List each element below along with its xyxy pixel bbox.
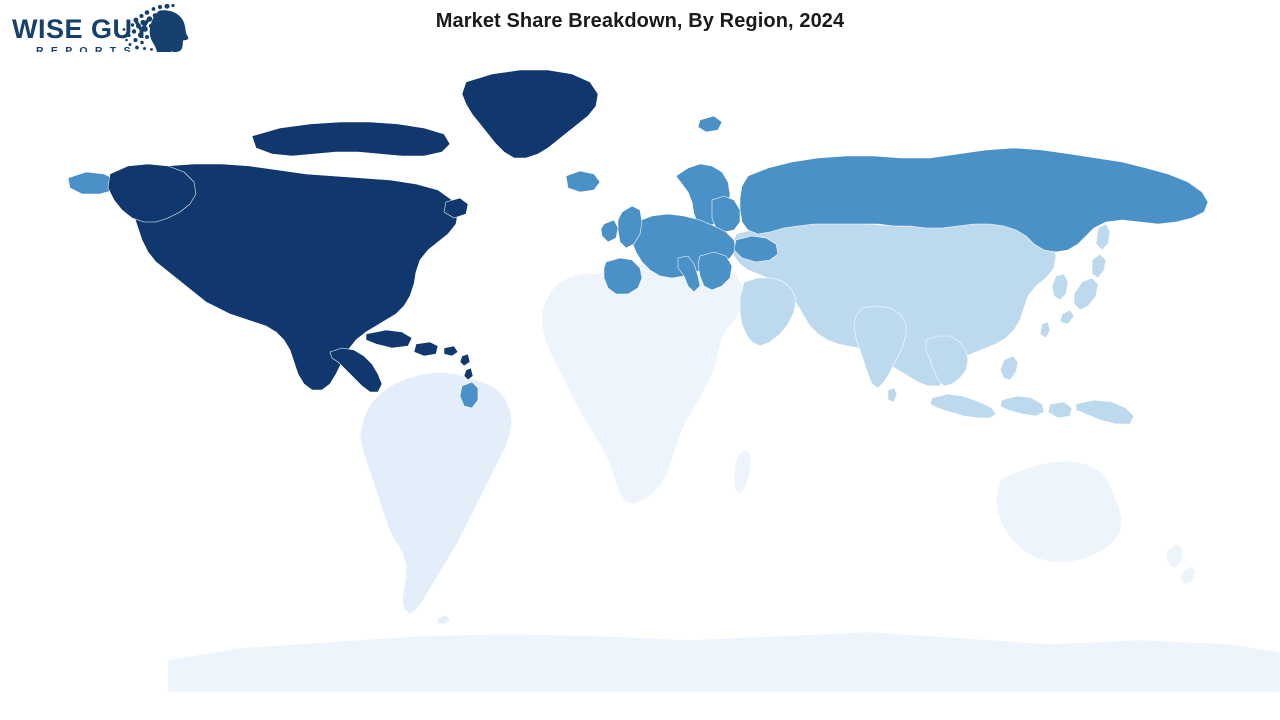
country-newfoundland[interactable] [444,198,468,218]
country-sri-lanka[interactable] [888,388,897,402]
country-united-kingdom[interactable] [618,206,642,248]
country-alaska[interactable] [108,164,196,222]
country-madagascar[interactable] [734,450,751,494]
country-balkans[interactable] [698,252,732,290]
country-new-guinea[interactable] [1076,400,1134,424]
country-australia[interactable] [996,461,1122,562]
country-svalbard[interactable] [698,116,722,132]
region-europe[interactable] [68,116,1208,408]
country-iceland[interactable] [566,171,600,192]
country-arabian-peninsula[interactable] [740,278,796,346]
country-japan[interactable] [1060,254,1106,324]
country-greenland[interactable] [462,70,598,158]
country-iberia[interactable] [604,258,642,294]
continent-antarctica[interactable] [168,632,1280,692]
map-container [0,52,1280,720]
country-lesser-antilles[interactable] [444,346,473,380]
logo-name-text: WISE GUY [12,14,151,44]
country-sakhalin[interactable] [1096,224,1110,250]
country-canadian-arctic[interactable] [252,122,450,156]
country-south-america[interactable] [360,372,512,614]
country-taiwan[interactable] [1040,322,1050,338]
country-ireland[interactable] [601,220,618,242]
country-philippines[interactable] [1000,356,1018,380]
country-italy[interactable] [678,256,700,292]
country-baltics[interactable] [712,196,740,232]
country-hispaniola[interactable] [414,342,438,356]
page-title: Market Share Breakdown, By Region, 2024 [435,10,845,32]
country-central-america[interactable] [330,348,382,392]
country-southeast-asia[interactable] [926,336,968,386]
country-new-zealand[interactable] [1166,544,1196,584]
country-caucasus[interactable] [734,236,778,262]
region-middle-east-africa[interactable] [168,263,1280,692]
country-russia[interactable] [740,148,1208,252]
head-network-icon [122,4,189,57]
region-north-america[interactable] [108,70,598,392]
region-south-america[interactable] [360,372,512,624]
country-korea[interactable] [1052,274,1068,300]
region-asia-pacific[interactable] [732,222,1134,424]
country-cuba[interactable] [366,330,412,348]
country-india[interactable] [854,306,906,388]
world-map-svg [0,52,1280,720]
logo-dots [122,4,175,51]
country-french-guiana[interactable] [460,382,478,408]
country-indonesia[interactable] [930,394,1072,418]
country-falklands[interactable] [437,615,450,624]
